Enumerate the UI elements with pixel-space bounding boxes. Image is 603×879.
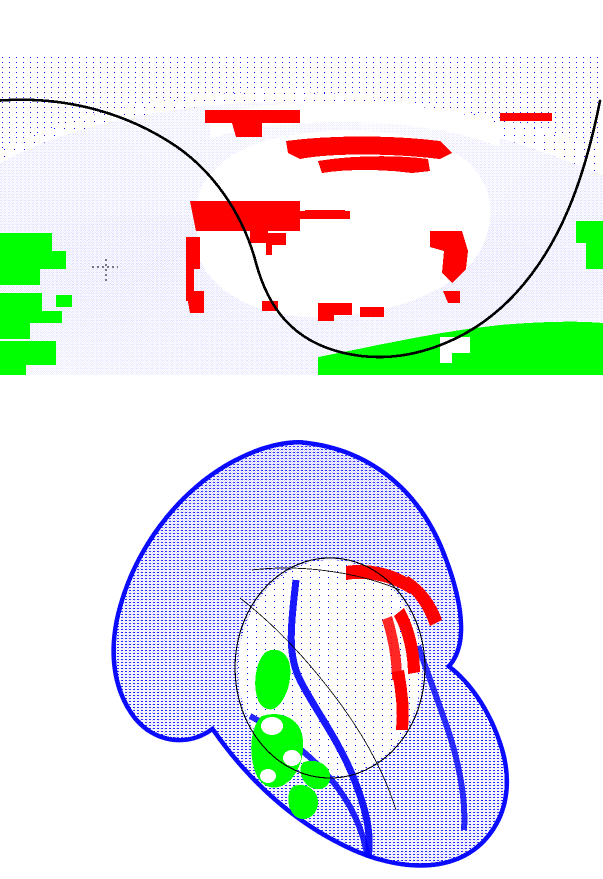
contour-field-upper-sparse (0, 55, 603, 175)
top-panel-closed-boundary (0, 98, 602, 359)
green-region-group (0, 221, 603, 375)
tick-marks (92, 259, 118, 283)
red-surface-patch (346, 564, 442, 730)
three-dimensional-shell-panel (0, 430, 603, 879)
bottom-panel-sphere-outline (234, 557, 426, 779)
terminator-arc (239, 597, 397, 811)
green-surface-patch (251, 649, 331, 820)
upper-limb-arc (251, 567, 401, 591)
green-patch-voids (260, 717, 301, 783)
red-region-group (186, 110, 552, 321)
map-projection-panel (0, 55, 603, 375)
